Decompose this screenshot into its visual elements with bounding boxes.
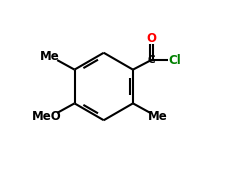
Text: Cl: Cl bbox=[169, 54, 181, 67]
Text: Me: Me bbox=[40, 50, 60, 63]
Text: Me: Me bbox=[148, 110, 167, 123]
Text: O: O bbox=[146, 32, 156, 45]
Text: C: C bbox=[147, 55, 155, 65]
Text: MeO: MeO bbox=[32, 110, 62, 123]
